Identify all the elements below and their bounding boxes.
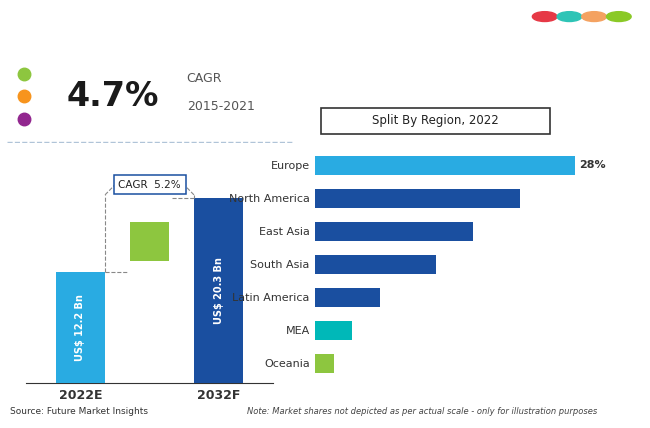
Bar [194, 198, 243, 383]
Text: Note: Market shares not depicted as per actual scale - only for illustration pur: Note: Market shares not depicted as per … [247, 407, 597, 416]
Text: 2015-2021: 2015-2021 [187, 100, 255, 113]
Bar [315, 321, 352, 340]
Bar [315, 288, 380, 307]
Text: CAGR  5.2%: CAGR 5.2% [118, 180, 181, 190]
Text: fmi: fmi [549, 29, 577, 44]
Text: Global Folding Boxboard Market Analysis 2022-2032: Global Folding Boxboard Market Analysis … [10, 18, 441, 33]
Text: CAGR: CAGR [187, 72, 222, 85]
Text: Split By Region, 2022: Split By Region, 2022 [372, 114, 499, 127]
Bar [130, 222, 169, 261]
Circle shape [532, 12, 557, 21]
Bar [315, 189, 519, 208]
Text: 4.7%: 4.7% [66, 80, 159, 113]
Text: US$ 20.3 Bn: US$ 20.3 Bn [214, 257, 224, 324]
Circle shape [582, 12, 606, 21]
Text: Future Market Insights: Future Market Insights [536, 47, 591, 52]
Bar [315, 156, 575, 175]
Bar [315, 354, 334, 373]
Text: US$ 12.2 Bn: US$ 12.2 Bn [75, 294, 85, 361]
Bar [56, 272, 105, 383]
Circle shape [557, 12, 582, 21]
Bar [315, 222, 473, 241]
FancyBboxPatch shape [321, 108, 550, 134]
Text: Source: Future Market Insights: Source: Future Market Insights [10, 407, 148, 416]
Circle shape [606, 12, 631, 21]
Text: 28%: 28% [579, 160, 606, 170]
Bar [315, 255, 436, 274]
